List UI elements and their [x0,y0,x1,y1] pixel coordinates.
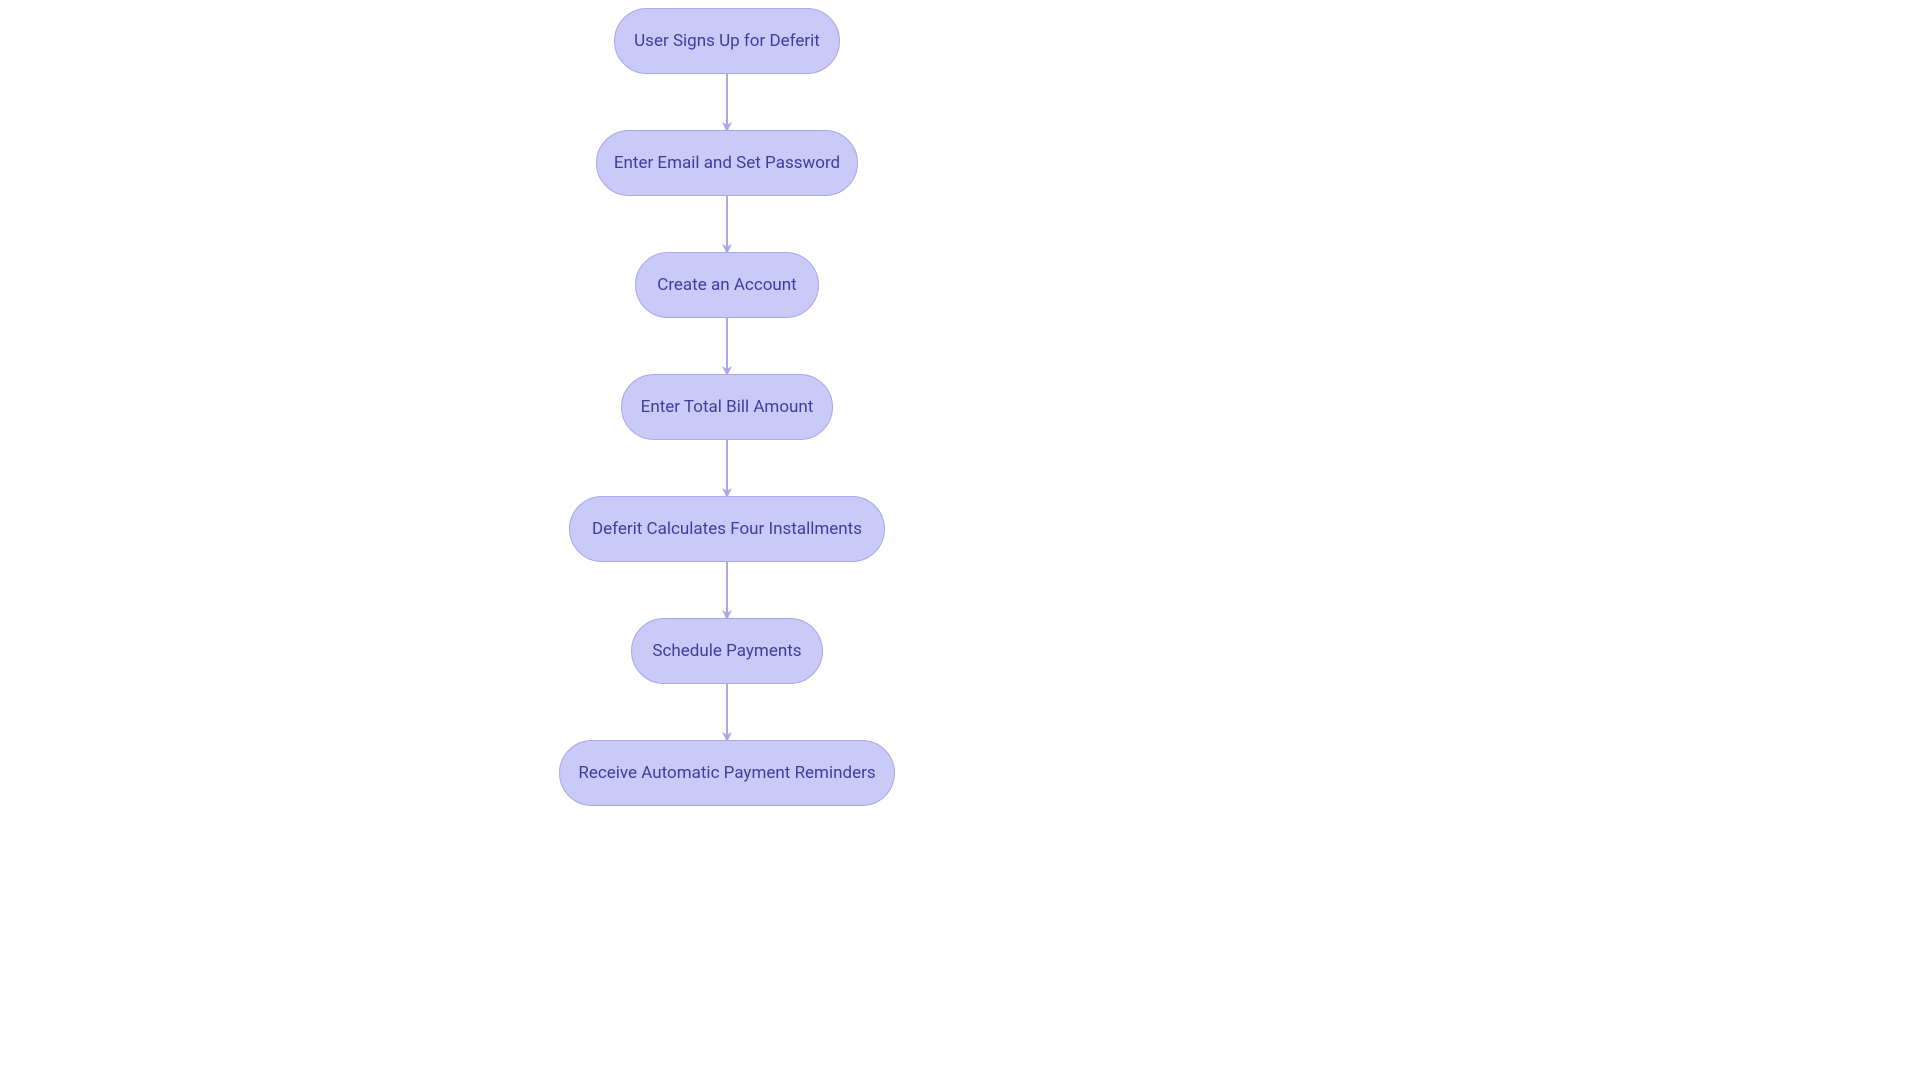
flowchart-edges [0,0,1920,1083]
flow-node-n4: Enter Total Bill Amount [621,374,833,440]
flow-node-label: Create an Account [657,275,796,295]
flow-node-n1: User Signs Up for Deferit [614,8,840,74]
flowchart-canvas: User Signs Up for Deferit Enter Email and… [0,0,1920,1083]
flow-node-n2: Enter Email and Set Password [596,130,858,196]
flow-node-n6: Schedule Payments [631,618,823,684]
flow-node-label: Receive Automatic Payment Reminders [578,763,875,783]
flow-node-label: Deferit Calculates Four Installments [592,519,862,539]
flow-node-label: Enter Total Bill Amount [641,397,814,417]
flow-node-label: User Signs Up for Deferit [634,31,820,51]
flow-node-n7: Receive Automatic Payment Reminders [559,740,895,806]
flow-node-n5: Deferit Calculates Four Installments [569,496,885,562]
flow-node-n3: Create an Account [635,252,819,318]
flow-node-label: Enter Email and Set Password [614,153,840,173]
flow-node-label: Schedule Payments [652,641,801,661]
